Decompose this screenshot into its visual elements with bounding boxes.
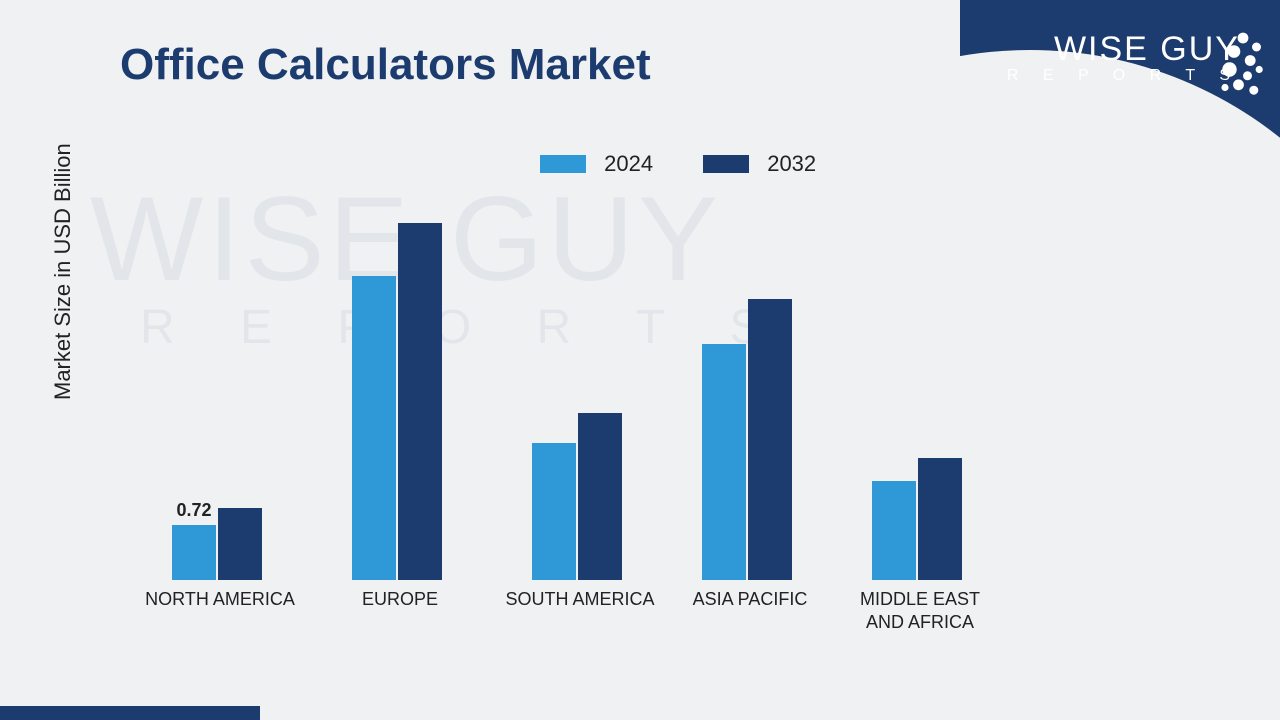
bar-2032 — [748, 299, 792, 580]
bar-2024 — [872, 481, 916, 580]
plot-area: 0.72NORTH AMERICAEUROPESOUTH AMERICAASIA… — [130, 200, 980, 580]
stage: WISE GUY R E P O R T S Office Calculator… — [0, 0, 1280, 720]
bar-2032 — [918, 458, 962, 580]
category-label: ASIA PACIFIC — [670, 588, 830, 611]
bar-2024: 0.72 — [172, 525, 216, 580]
legend-swatch-2032 — [703, 155, 749, 173]
legend-item-2032: 2032 — [703, 150, 816, 177]
brand-line2: R E P O R T S — [1007, 67, 1240, 85]
footer-accent-bar — [0, 706, 260, 720]
legend: 2024 2032 — [540, 150, 816, 177]
legend-swatch-2024 — [540, 155, 586, 173]
bar-2032 — [218, 508, 262, 580]
chart-title: Office Calculators Market — [120, 40, 651, 90]
category-label: MIDDLE EAST AND AFRICA — [840, 588, 1000, 633]
bar-2032 — [578, 413, 622, 580]
category-label: NORTH AMERICA — [140, 588, 300, 611]
bar-value-label: 0.72 — [164, 500, 224, 521]
bar-2024 — [532, 443, 576, 580]
bar-2032 — [398, 223, 442, 580]
brand-logo: WISE GUY R E P O R T S — [1007, 30, 1240, 85]
legend-label-2032: 2032 — [767, 151, 816, 176]
bar-2024 — [352, 276, 396, 580]
legend-label-2024: 2024 — [604, 151, 653, 176]
chart-area: Market Size in USD Billion 2024 2032 0.7… — [60, 140, 1000, 660]
category-label: EUROPE — [320, 588, 480, 611]
brand-line1: WISE GUY — [1007, 30, 1240, 69]
category-label: SOUTH AMERICA — [500, 588, 660, 611]
bar-2024 — [702, 344, 746, 580]
legend-item-2024: 2024 — [540, 150, 653, 177]
y-axis-label: Market Size in USD Billion — [50, 143, 76, 400]
